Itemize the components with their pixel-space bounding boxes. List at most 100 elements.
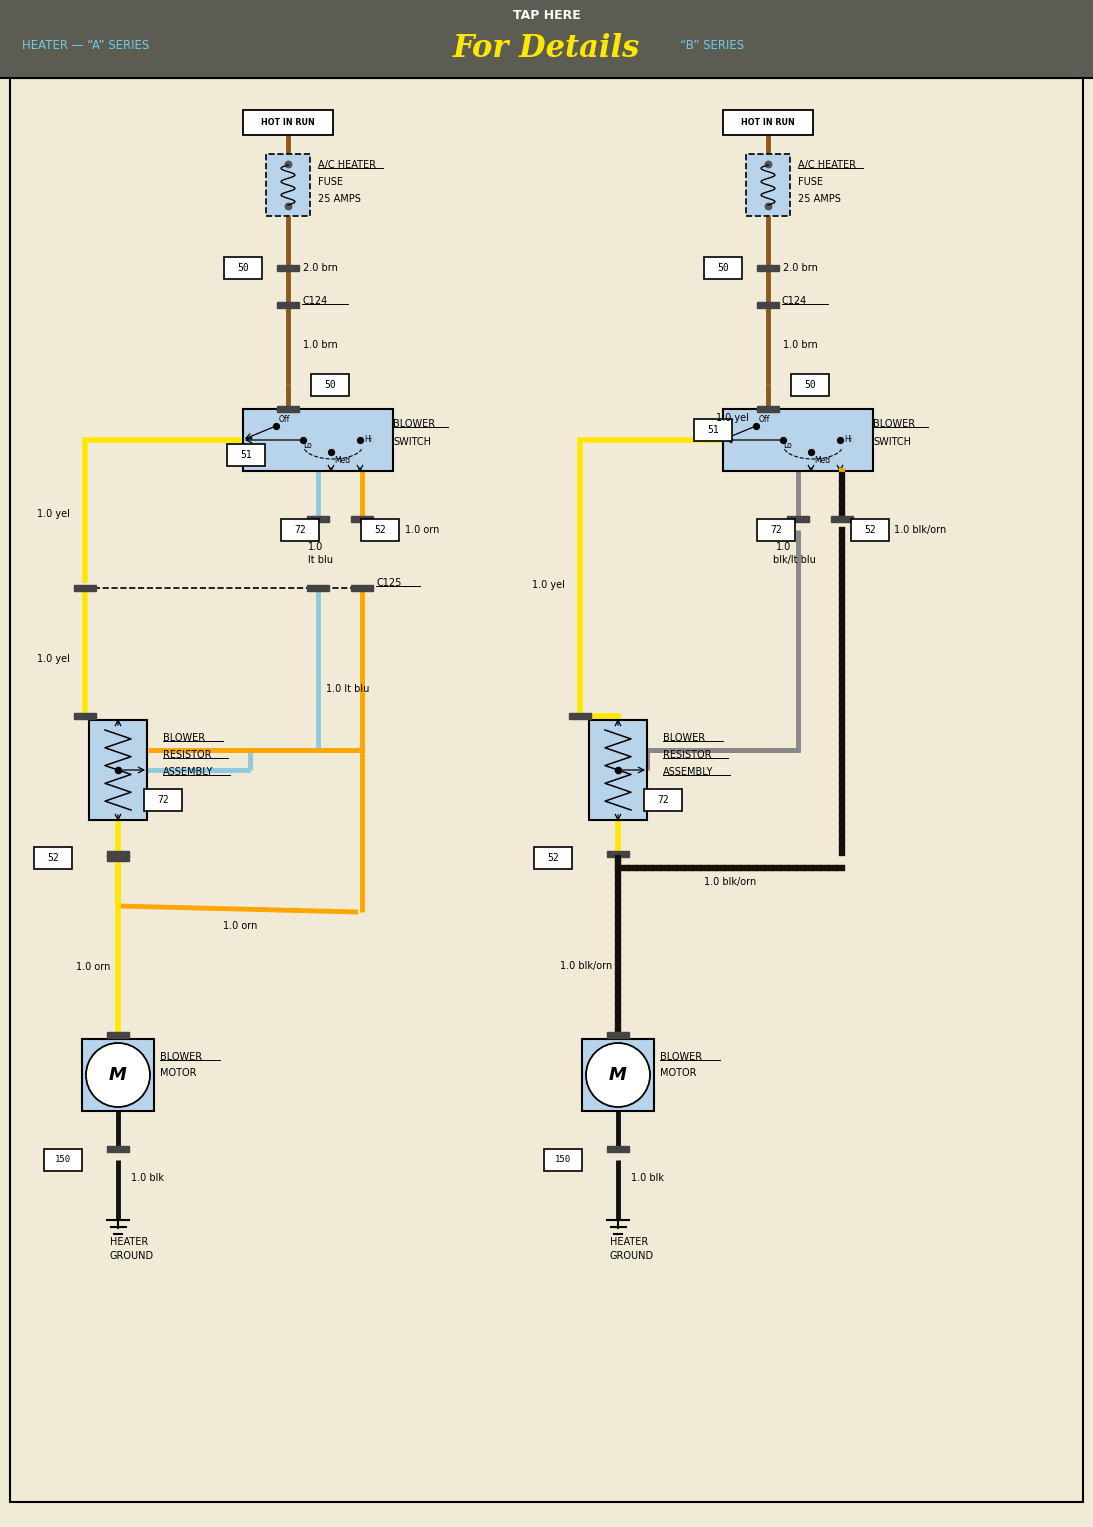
- Text: ASSEMBLY: ASSEMBLY: [163, 767, 213, 777]
- Text: 1.0 blk/orn: 1.0 blk/orn: [894, 525, 947, 534]
- Point: [760, 194, 777, 218]
- Text: TAP HERE: TAP HERE: [513, 9, 580, 21]
- Bar: [351, 585, 373, 591]
- Text: 150: 150: [55, 1156, 71, 1165]
- Text: 52: 52: [47, 854, 59, 863]
- Bar: [351, 516, 373, 522]
- Text: M: M: [109, 1066, 127, 1084]
- Bar: [277, 302, 299, 308]
- Text: 1.0: 1.0: [308, 542, 324, 551]
- Text: Lo: Lo: [783, 441, 791, 450]
- Text: SWITCH: SWITCH: [873, 437, 910, 447]
- Text: RESISTOR: RESISTOR: [663, 750, 712, 760]
- Text: Hi: Hi: [844, 435, 853, 444]
- FancyBboxPatch shape: [644, 789, 682, 811]
- FancyBboxPatch shape: [534, 847, 572, 869]
- Text: BLOWER: BLOWER: [393, 418, 435, 429]
- Point: [268, 414, 285, 438]
- Text: HEATER — “A” SERIES: HEATER — “A” SERIES: [22, 38, 150, 52]
- Bar: [307, 585, 329, 591]
- Text: 1.0 yel: 1.0 yel: [37, 654, 70, 664]
- Text: 150: 150: [555, 1156, 571, 1165]
- Text: 1.0 blk: 1.0 blk: [631, 1173, 665, 1183]
- Text: 1.0: 1.0: [776, 542, 791, 551]
- Bar: [107, 1147, 129, 1151]
- FancyBboxPatch shape: [589, 721, 647, 820]
- Point: [748, 414, 765, 438]
- Text: 52: 52: [865, 525, 875, 534]
- Text: FUSE: FUSE: [798, 177, 823, 186]
- Text: 1.0 blk/orn: 1.0 blk/orn: [560, 962, 612, 971]
- Text: C125: C125: [376, 579, 401, 588]
- Text: SWITCH: SWITCH: [393, 437, 431, 447]
- FancyBboxPatch shape: [791, 374, 828, 395]
- Bar: [607, 1032, 628, 1038]
- Circle shape: [86, 1043, 150, 1107]
- Point: [832, 428, 849, 452]
- Text: HEATER: HEATER: [110, 1237, 149, 1248]
- Circle shape: [586, 1043, 650, 1107]
- FancyBboxPatch shape: [243, 110, 333, 134]
- Point: [774, 428, 791, 452]
- FancyBboxPatch shape: [722, 409, 873, 470]
- Text: 1.0 orn: 1.0 orn: [406, 525, 439, 534]
- Text: Med: Med: [334, 457, 350, 466]
- Text: 51: 51: [240, 450, 251, 460]
- Bar: [107, 1032, 129, 1038]
- Text: Lo: Lo: [303, 441, 312, 450]
- Text: BLOWER: BLOWER: [660, 1052, 702, 1061]
- Bar: [757, 266, 779, 270]
- Text: HOT IN RUN: HOT IN RUN: [261, 118, 315, 127]
- Text: 51: 51: [707, 425, 719, 435]
- Bar: [307, 516, 329, 522]
- Text: 2.0 brn: 2.0 brn: [303, 263, 338, 273]
- Text: For Details: For Details: [453, 34, 640, 64]
- FancyBboxPatch shape: [722, 110, 813, 134]
- Point: [760, 151, 777, 176]
- Bar: [74, 713, 96, 719]
- Point: [109, 757, 127, 782]
- Text: 50: 50: [325, 380, 336, 389]
- Text: 1.0 orn: 1.0 orn: [223, 921, 257, 931]
- Bar: [787, 516, 809, 522]
- Text: BLOWER: BLOWER: [663, 733, 705, 744]
- Point: [802, 440, 820, 464]
- FancyBboxPatch shape: [266, 154, 310, 215]
- Text: 50: 50: [804, 380, 815, 389]
- Bar: [757, 302, 779, 308]
- Text: Med: Med: [814, 457, 830, 466]
- Text: 25 AMPS: 25 AMPS: [798, 194, 841, 205]
- Text: 72: 72: [771, 525, 781, 534]
- FancyBboxPatch shape: [44, 1148, 82, 1171]
- FancyBboxPatch shape: [144, 789, 183, 811]
- FancyBboxPatch shape: [757, 519, 795, 541]
- Text: 1.0 blk: 1.0 blk: [131, 1173, 164, 1183]
- FancyBboxPatch shape: [89, 721, 146, 820]
- Bar: [74, 585, 96, 591]
- Bar: [277, 406, 299, 412]
- Point: [351, 428, 368, 452]
- Text: 52: 52: [548, 854, 559, 863]
- Text: 1.0 brn: 1.0 brn: [303, 341, 338, 350]
- Text: MOTOR: MOTOR: [160, 1067, 197, 1078]
- Text: C124: C124: [781, 296, 808, 305]
- Text: RESISTOR: RESISTOR: [163, 750, 212, 760]
- Text: C124: C124: [302, 296, 327, 305]
- FancyBboxPatch shape: [704, 257, 742, 279]
- Text: 1.0 yel: 1.0 yel: [532, 580, 565, 589]
- Point: [279, 151, 296, 176]
- Text: Off: Off: [279, 415, 291, 425]
- Point: [294, 428, 312, 452]
- FancyBboxPatch shape: [312, 374, 349, 395]
- Text: 1.0 yel: 1.0 yel: [37, 508, 70, 519]
- Bar: [107, 855, 129, 861]
- Bar: [0, 0, 1093, 78]
- FancyBboxPatch shape: [224, 257, 262, 279]
- Text: 50: 50: [717, 263, 729, 273]
- Text: HEATER: HEATER: [610, 1237, 648, 1248]
- Text: HOT IN RUN: HOT IN RUN: [741, 118, 795, 127]
- FancyBboxPatch shape: [581, 1038, 654, 1112]
- FancyBboxPatch shape: [747, 154, 790, 215]
- Bar: [831, 516, 853, 522]
- Text: Off: Off: [759, 415, 771, 425]
